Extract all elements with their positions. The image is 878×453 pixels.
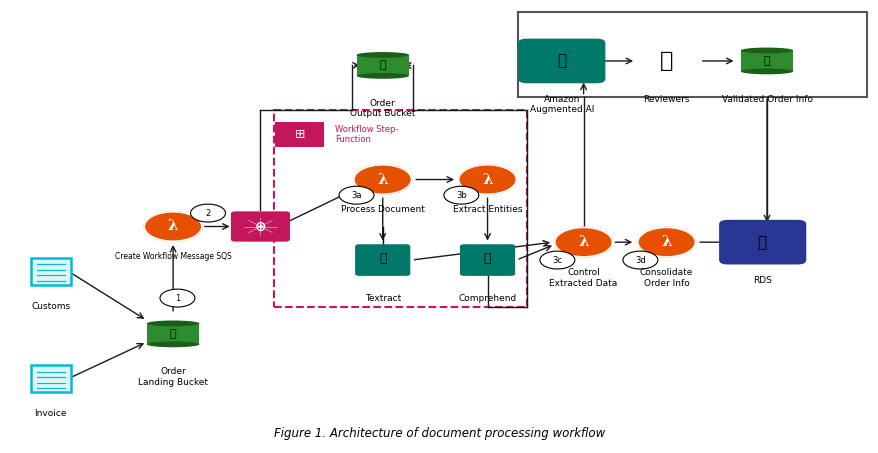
Circle shape — [539, 251, 574, 269]
Text: λ: λ — [482, 173, 493, 187]
Text: Create Workflow Message SQS: Create Workflow Message SQS — [115, 252, 231, 261]
Text: 📋: 📋 — [378, 252, 386, 265]
Text: ⊕: ⊕ — [255, 220, 266, 233]
Text: λ: λ — [377, 173, 388, 187]
Text: 🪣: 🪣 — [763, 56, 769, 66]
Text: Order
Landing Bucket: Order Landing Bucket — [138, 367, 208, 387]
Text: 3d: 3d — [634, 255, 645, 265]
FancyBboxPatch shape — [31, 365, 70, 392]
Text: Consolidate
Order Info: Consolidate Order Info — [639, 268, 693, 288]
Text: 🪣: 🪣 — [169, 329, 176, 339]
Text: 3c: 3c — [551, 255, 562, 265]
FancyBboxPatch shape — [355, 244, 410, 276]
Text: Process Document: Process Document — [341, 206, 424, 214]
Text: 🪣: 🪣 — [379, 60, 385, 70]
Circle shape — [160, 289, 195, 307]
Text: Amazon
Augmented AI: Amazon Augmented AI — [529, 95, 594, 114]
Ellipse shape — [356, 73, 408, 79]
FancyBboxPatch shape — [31, 258, 70, 285]
Circle shape — [458, 165, 515, 194]
FancyBboxPatch shape — [275, 122, 324, 147]
FancyBboxPatch shape — [740, 50, 792, 72]
Ellipse shape — [147, 342, 199, 347]
Text: Workflow Step-
Function: Workflow Step- Function — [335, 125, 398, 145]
Circle shape — [637, 227, 694, 257]
Circle shape — [554, 227, 612, 257]
Text: 👥: 👥 — [659, 51, 673, 71]
Text: λ: λ — [168, 220, 178, 233]
Text: λ: λ — [578, 235, 588, 249]
FancyBboxPatch shape — [518, 39, 605, 83]
Text: 🗄️: 🗄️ — [757, 235, 766, 250]
Text: Figure 1. Architecture of document processing workflow: Figure 1. Architecture of document proce… — [274, 427, 604, 440]
Text: 3a: 3a — [351, 191, 362, 200]
FancyBboxPatch shape — [356, 55, 408, 76]
Circle shape — [354, 165, 411, 194]
Text: ⊞: ⊞ — [294, 128, 305, 141]
Text: Validated Order Info: Validated Order Info — [721, 95, 811, 103]
FancyBboxPatch shape — [718, 220, 805, 265]
Ellipse shape — [740, 48, 792, 53]
Circle shape — [191, 204, 226, 222]
Text: Control
Extracted Data: Control Extracted Data — [549, 268, 617, 288]
Ellipse shape — [740, 68, 792, 74]
Text: 1: 1 — [175, 294, 180, 303]
Text: Invoice: Invoice — [34, 409, 67, 418]
Text: 3b: 3b — [456, 191, 466, 200]
Circle shape — [144, 212, 202, 241]
Text: 📄: 📄 — [483, 252, 491, 265]
Text: RDS: RDS — [752, 276, 771, 285]
Text: λ: λ — [660, 235, 671, 249]
Text: 🧠: 🧠 — [557, 53, 565, 68]
Text: Reviewers: Reviewers — [643, 95, 689, 103]
FancyBboxPatch shape — [147, 323, 199, 344]
Circle shape — [623, 251, 657, 269]
Circle shape — [443, 186, 479, 204]
Text: Order
Output Bucket: Order Output Bucket — [349, 99, 415, 118]
FancyBboxPatch shape — [231, 212, 290, 241]
Text: 2: 2 — [205, 208, 211, 217]
Ellipse shape — [147, 321, 199, 326]
Text: Comprehend: Comprehend — [458, 294, 516, 303]
Text: Extract Entities: Extract Entities — [452, 206, 522, 214]
Text: Customs: Customs — [32, 302, 70, 311]
FancyBboxPatch shape — [459, 244, 515, 276]
Ellipse shape — [356, 52, 408, 58]
Circle shape — [339, 186, 373, 204]
Text: Textract: Textract — [364, 294, 400, 303]
